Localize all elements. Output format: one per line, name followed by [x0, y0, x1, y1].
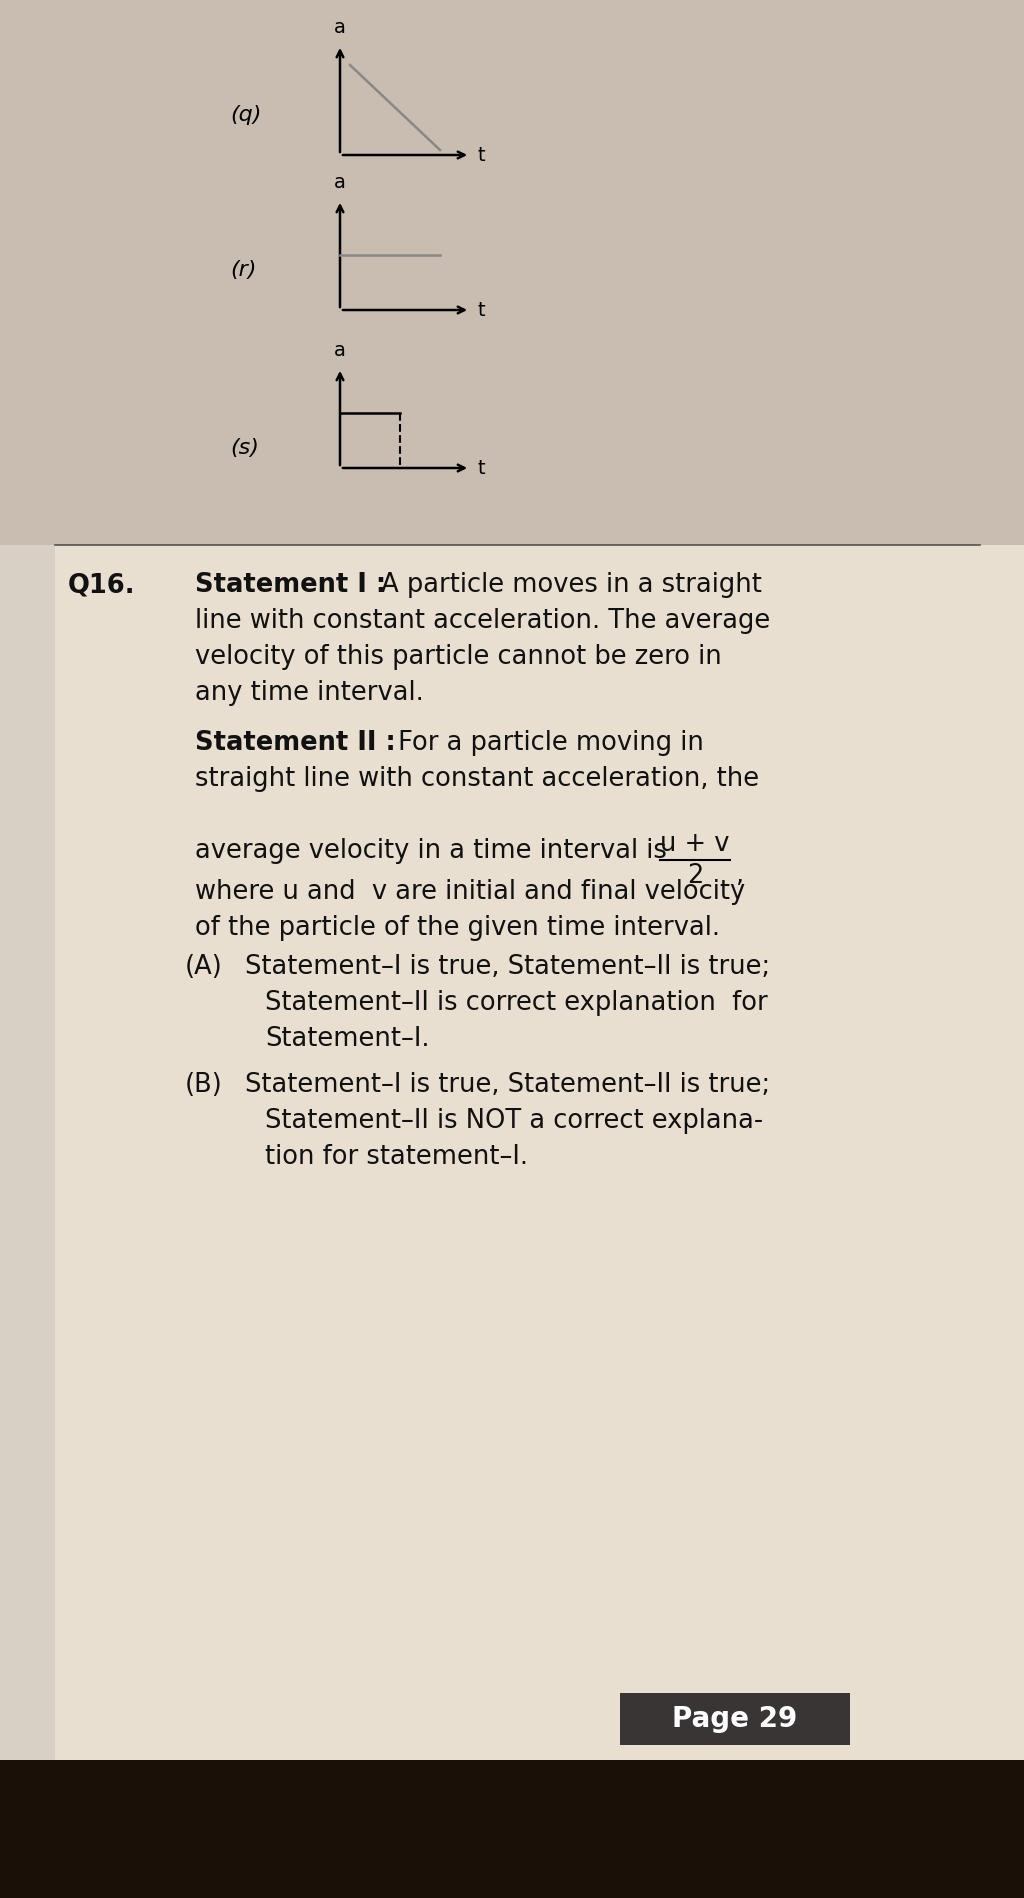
- Text: 2: 2: [687, 864, 703, 888]
- Text: (B): (B): [185, 1072, 223, 1099]
- Text: A particle moves in a straight: A particle moves in a straight: [373, 571, 762, 598]
- Bar: [0, 0, 1024, 545]
- Text: Statement II :: Statement II :: [195, 731, 395, 755]
- Text: For a particle moving in: For a particle moving in: [390, 731, 703, 755]
- Text: velocity of this particle cannot be zero in: velocity of this particle cannot be zero…: [195, 643, 722, 670]
- Text: t: t: [478, 300, 485, 319]
- Bar: [0, 545, 1024, 1898]
- Bar: [0, 1759, 1024, 1898]
- Text: ,: ,: [735, 862, 743, 888]
- Text: a: a: [334, 342, 346, 361]
- Text: Statement–II is NOT a correct explana-: Statement–II is NOT a correct explana-: [265, 1108, 763, 1133]
- Text: straight line with constant acceleration, the: straight line with constant acceleration…: [195, 767, 759, 791]
- Text: Q16.: Q16.: [68, 571, 135, 598]
- Text: t: t: [478, 146, 485, 165]
- Text: (q): (q): [230, 104, 261, 125]
- Bar: [0, 545, 55, 1759]
- Text: any time interval.: any time interval.: [195, 679, 424, 706]
- Text: tion for statement–I.: tion for statement–I.: [265, 1144, 528, 1169]
- Text: of the particle of the given time interval.: of the particle of the given time interv…: [195, 915, 720, 941]
- Text: a: a: [334, 17, 346, 36]
- Text: average velocity in a time interval is: average velocity in a time interval is: [195, 839, 675, 864]
- Text: Page 29: Page 29: [673, 1704, 798, 1733]
- Text: (s): (s): [230, 438, 259, 457]
- Text: u + v: u + v: [660, 831, 730, 858]
- Text: (A): (A): [185, 955, 223, 979]
- Text: (r): (r): [230, 260, 256, 281]
- Text: Statement–II is correct explanation  for: Statement–II is correct explanation for: [265, 991, 768, 1015]
- Text: Statement–I.: Statement–I.: [265, 1027, 429, 1051]
- Text: Statement–I is true, Statement–II is true;: Statement–I is true, Statement–II is tru…: [245, 1072, 770, 1099]
- Text: line with constant acceleration. The average: line with constant acceleration. The ave…: [195, 607, 770, 634]
- Text: where u and  v are initial and final velocity: where u and v are initial and final velo…: [195, 879, 745, 905]
- Text: Statement–I is true, Statement–II is true;: Statement–I is true, Statement–II is tru…: [245, 955, 770, 979]
- Bar: [620, 1693, 850, 1744]
- Text: a: a: [334, 173, 346, 192]
- Text: Statement I :: Statement I :: [195, 571, 386, 598]
- Text: t: t: [478, 459, 485, 478]
